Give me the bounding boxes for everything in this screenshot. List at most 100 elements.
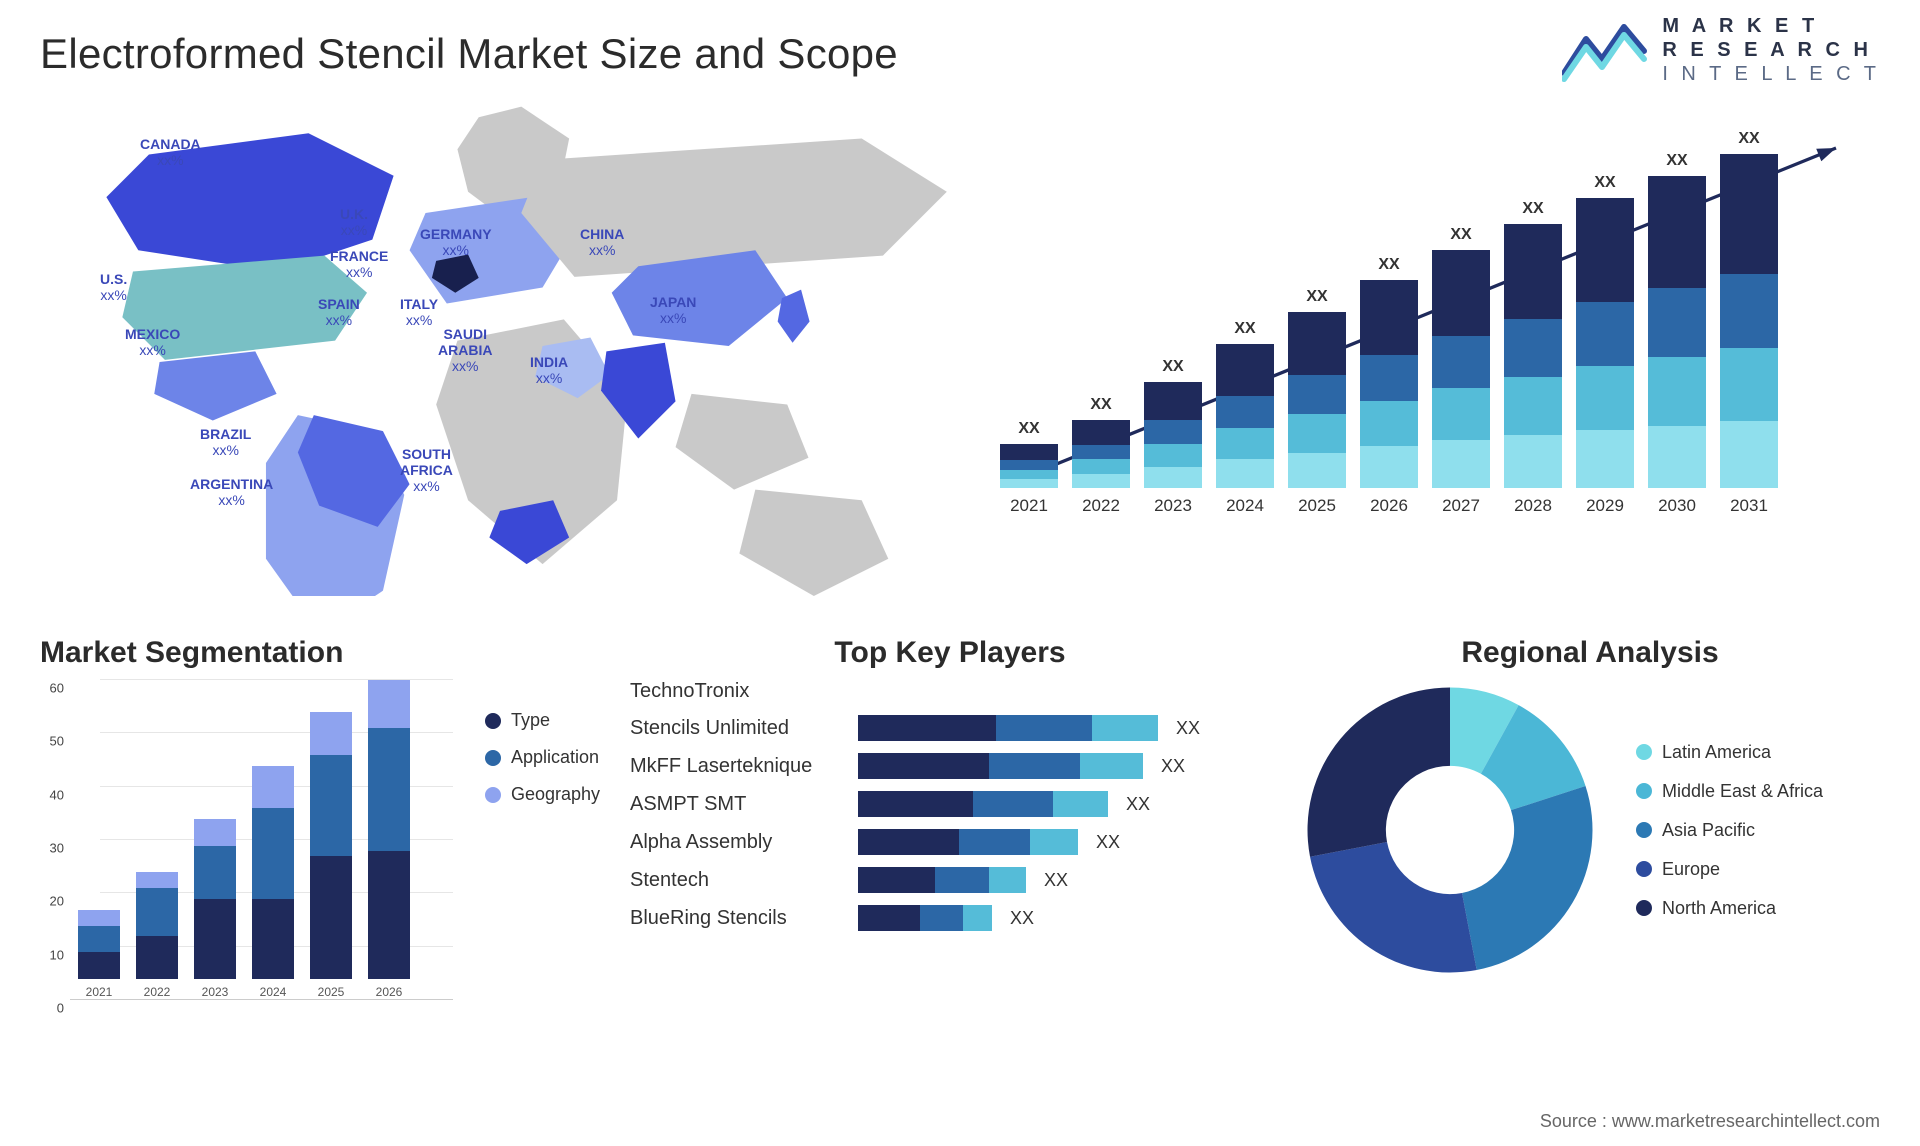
growth-seg xyxy=(1288,453,1346,488)
growth-bar-2030: XX2030 xyxy=(1648,152,1706,516)
map-region-mexico xyxy=(154,351,276,420)
key-player-row: MkFF LasertekniqueXX xyxy=(630,753,1270,779)
y-tick: 30 xyxy=(50,841,64,856)
market-segmentation-panel: Market Segmentation 0102030405060 202120… xyxy=(40,636,600,1000)
growth-category-label: 2029 xyxy=(1586,496,1624,516)
growth-seg xyxy=(1648,288,1706,357)
seg-series-geography xyxy=(136,872,178,888)
growth-bar-2023: XX2023 xyxy=(1144,358,1202,516)
legend-swatch-icon xyxy=(485,787,501,803)
seg-series-geography xyxy=(368,680,410,728)
map-label-canada: CANADAxx% xyxy=(140,136,201,168)
growth-seg xyxy=(1504,377,1562,435)
key-player-row: Alpha AssemblyXX xyxy=(630,829,1270,855)
y-tick: 0 xyxy=(57,1001,64,1016)
top-key-players-panel: Top Key Players TechnoTronixStencils Unl… xyxy=(630,636,1270,1000)
growth-seg xyxy=(1000,479,1058,488)
growth-seg xyxy=(1648,357,1706,426)
seg-category-label: 2025 xyxy=(318,985,345,999)
growth-category-label: 2026 xyxy=(1370,496,1408,516)
y-tick: 40 xyxy=(50,787,64,802)
growth-seg xyxy=(1720,274,1778,347)
region-legend-item: North America xyxy=(1636,898,1823,919)
growth-seg xyxy=(1144,467,1202,488)
seg-category-label: 2026 xyxy=(376,985,403,999)
growth-bar-2029: XX2029 xyxy=(1576,174,1634,516)
growth-seg xyxy=(1360,280,1418,355)
donut-slice-asia-pacific xyxy=(1462,786,1592,970)
seg-series-geography xyxy=(78,910,120,926)
growth-seg xyxy=(1720,348,1778,421)
seg-series-application xyxy=(194,846,236,899)
seg-series-type xyxy=(368,851,410,979)
growth-bar-2025: XX 2025 xyxy=(1288,288,1346,516)
growth-category-label: 2022 xyxy=(1082,496,1120,516)
growth-value-label: XX xyxy=(1522,200,1543,218)
source-label: Source : www.marketresearchintellect.com xyxy=(1540,1111,1880,1132)
donut-slice-north-america xyxy=(1308,688,1451,857)
growth-seg xyxy=(1432,250,1490,336)
logo-line1: M A R K E T xyxy=(1662,14,1880,38)
growth-value-label: XX xyxy=(1306,288,1327,306)
seg-category-label: 2021 xyxy=(86,985,113,999)
map-label-italy: ITALYxx% xyxy=(400,296,438,328)
growth-seg xyxy=(1000,470,1058,480)
growth-seg xyxy=(1504,224,1562,319)
growth-seg xyxy=(1144,382,1202,420)
legend-swatch-icon xyxy=(1636,744,1652,760)
key-player-value: XX xyxy=(1096,832,1120,853)
growth-seg xyxy=(1216,459,1274,488)
growth-value-label: XX xyxy=(1450,226,1471,244)
seg-series-application xyxy=(310,755,352,856)
key-player-bar xyxy=(858,829,1078,855)
growth-category-label: 2027 xyxy=(1442,496,1480,516)
seg-bar-2025: 2025 xyxy=(310,712,352,999)
growth-bar-2031: XX2031 xyxy=(1720,130,1778,516)
seg-series-type xyxy=(252,899,294,979)
seg-series-application xyxy=(252,808,294,899)
growth-seg xyxy=(1720,154,1778,274)
seg-bar-2022: 2022 xyxy=(136,872,178,999)
key-players-title: Top Key Players xyxy=(630,636,1270,670)
seg-series-geography xyxy=(252,766,294,809)
regional-analysis-panel: Regional Analysis Latin America Middle Ea… xyxy=(1300,636,1880,1000)
map-label-india: INDIAxx% xyxy=(530,354,568,386)
growth-bar-2021: XX2021 xyxy=(1000,420,1058,516)
map-region-seasia xyxy=(676,394,809,490)
growth-seg xyxy=(1144,420,1202,443)
seg-series-application xyxy=(78,926,120,953)
segmentation-title: Market Segmentation xyxy=(40,636,600,670)
key-player-bar xyxy=(858,753,1143,779)
seg-series-type xyxy=(194,899,236,979)
key-player-bar xyxy=(858,791,1108,817)
map-label-france: FRANCExx% xyxy=(330,248,388,280)
seg-series-type xyxy=(136,936,178,979)
key-player-bar xyxy=(858,715,1158,741)
growth-seg xyxy=(1144,444,1202,467)
region-legend-item: Middle East & Africa xyxy=(1636,781,1823,802)
region-legend-label: Middle East & Africa xyxy=(1662,781,1823,802)
growth-seg xyxy=(1288,375,1346,414)
y-tick: 60 xyxy=(50,681,64,696)
region-legend-label: Latin America xyxy=(1662,742,1771,763)
legend-swatch-icon xyxy=(1636,861,1652,877)
growth-seg xyxy=(1576,366,1634,430)
growth-seg xyxy=(1288,414,1346,453)
key-player-value: XX xyxy=(1126,794,1150,815)
growth-seg xyxy=(1360,446,1418,488)
seg-series-geography xyxy=(194,819,236,846)
regional-title: Regional Analysis xyxy=(1300,636,1880,670)
seg-series-type xyxy=(310,856,352,979)
growth-seg xyxy=(1360,401,1418,447)
legend-label: Type xyxy=(511,710,550,731)
logo-line3: I N T E L L E C T xyxy=(1662,62,1880,86)
growth-category-label: 2024 xyxy=(1226,496,1264,516)
key-player-row: Stencils UnlimitedXX xyxy=(630,715,1270,741)
map-label-spain: SPAINxx% xyxy=(318,296,360,328)
brand-logo: M A R K E T R E S E A R C H I N T E L L … xyxy=(1562,14,1880,86)
growth-seg xyxy=(1648,426,1706,488)
growth-seg xyxy=(1072,420,1130,444)
growth-seg xyxy=(1576,430,1634,488)
seg-series-application xyxy=(368,728,410,851)
growth-category-label: 2025 xyxy=(1298,496,1336,516)
